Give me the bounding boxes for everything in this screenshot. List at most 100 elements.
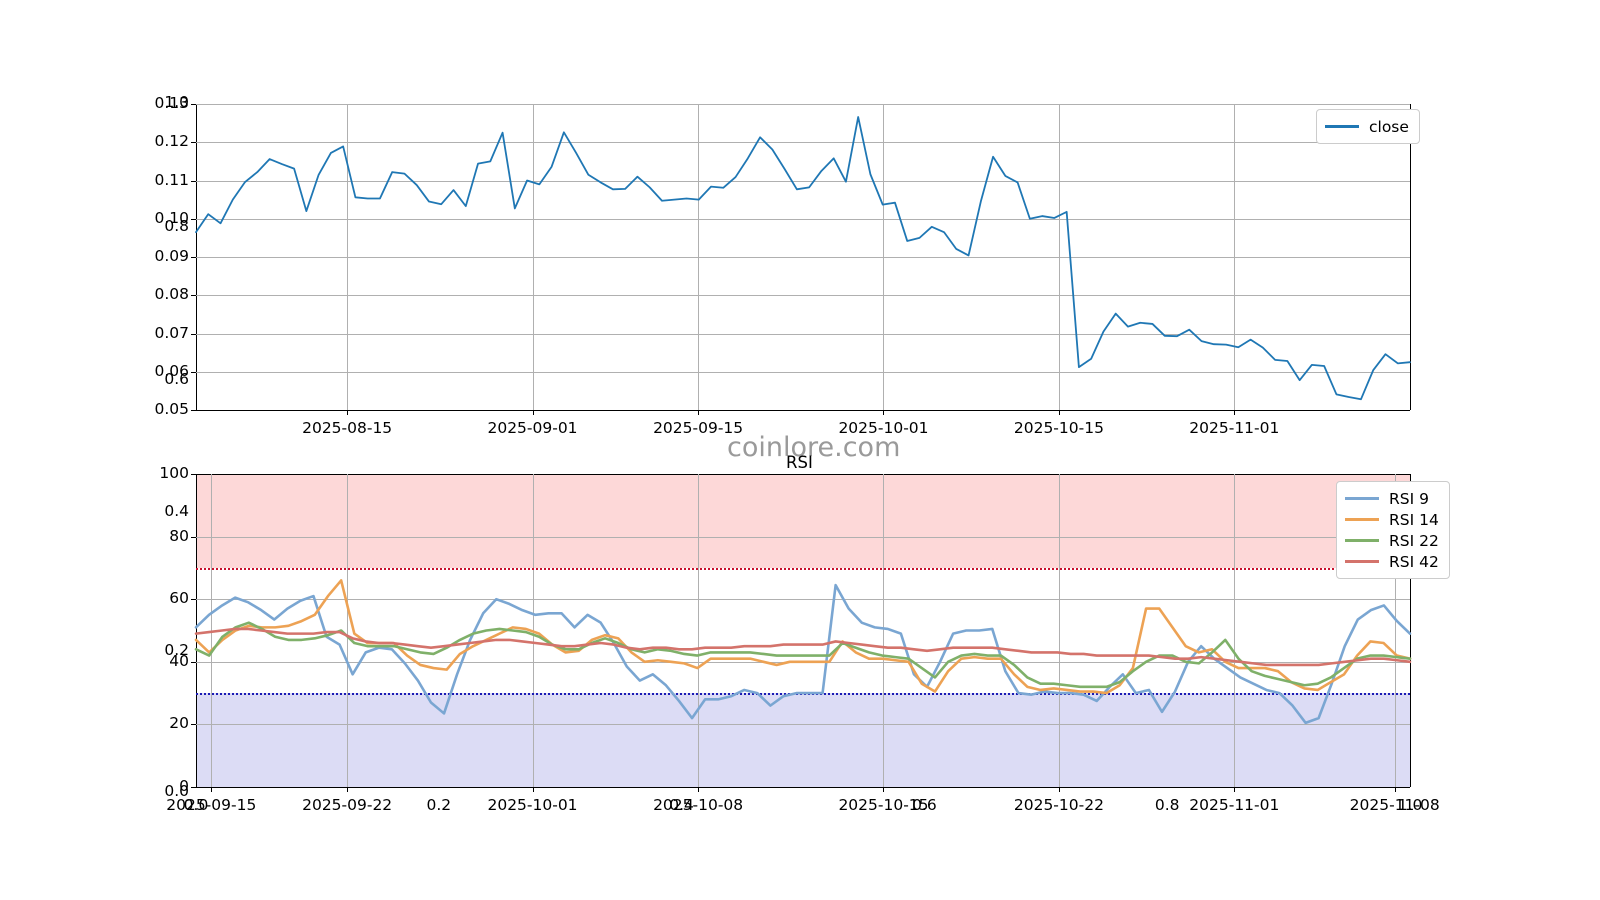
rsi-legend[interactable]: RSI 9 RSI 14 RSI 22 RSI 42 [1336, 481, 1450, 579]
gridline [196, 257, 1410, 258]
legend-item[interactable]: RSI 42 [1345, 551, 1439, 572]
rsi-series-svg [194, 579, 1412, 725]
rsi-y-tick-label-overlay: 0.4 [164, 502, 189, 520]
legend-line-icon [1325, 125, 1359, 128]
price-legend[interactable]: close [1316, 109, 1420, 144]
rsi-x-tick-label-overlay: 1.0 [1397, 796, 1423, 814]
price-y-tick-label: 0.11 [154, 170, 189, 189]
gridline [196, 371, 1410, 373]
legend-item[interactable]: RSI 9 [1345, 488, 1439, 509]
gridline [883, 104, 885, 410]
y-tick-mark [191, 142, 196, 144]
price-y-tick-label: 0.12 [154, 132, 189, 151]
price-y-tick-label: 0.08 [154, 285, 189, 304]
gridline [196, 104, 1410, 105]
rsi-x-tick-label: 2025-10-15 [838, 796, 929, 814]
price-axis-bottom-spine [196, 410, 1410, 411]
x-tick-mark [698, 410, 700, 415]
rsi-line-rsi-9 [194, 583, 1412, 725]
rsi-line-rsi-42 [194, 627, 1412, 667]
x-tick-mark [347, 787, 349, 792]
rsi-x-tick-label-overlay: 0.0 [183, 796, 209, 814]
rsi-y-tick-label: 40 [169, 651, 189, 670]
price-x-tick-label: 2025-10-01 [838, 419, 929, 437]
rsi-x-tick-label: 2025-09-22 [302, 796, 393, 814]
rsi-y-tick-label-overlay: 0.0 [164, 782, 189, 800]
rsi-x-tick-label: 2025-10-08 [653, 796, 744, 814]
y-tick-mark [191, 295, 196, 297]
price-axis-right-spine [1410, 104, 1411, 410]
price-x-tick-label: 2025-09-01 [487, 419, 578, 437]
x-tick-mark [347, 410, 349, 415]
y-tick-mark [191, 599, 196, 601]
rsi-axis-left-spine [196, 474, 197, 787]
price-y-tick-label: 0.13 [154, 94, 189, 112]
legend-label: RSI 14 [1389, 510, 1439, 529]
rsi-y-tick-label: 0 [179, 777, 189, 795]
oversold-band [196, 693, 1410, 787]
x-tick-mark [698, 787, 700, 792]
price-series-svg [195, 116, 1411, 401]
rsi-chart-panel [194, 474, 1412, 788]
y-tick-mark [191, 180, 196, 182]
x-tick-mark [1234, 787, 1236, 792]
price-y-tick-label: 0.07 [154, 323, 189, 342]
rsi-axis-right-spine [1410, 474, 1411, 787]
price-x-tick-label: 2025-09-15 [653, 419, 744, 437]
gridline [883, 474, 885, 787]
price-x-tick-label: 2025-08-15 [302, 419, 393, 437]
rsi-x-tick-label: 2025-11-01 [1189, 796, 1280, 814]
legend-label: RSI 9 [1389, 489, 1429, 508]
y-tick-mark [191, 536, 196, 538]
rsi-line-rsi-14 [194, 579, 1412, 695]
x-tick-mark [211, 787, 213, 792]
x-tick-mark [883, 410, 885, 415]
gridline [196, 333, 1410, 335]
price-chart-panel [195, 104, 1411, 411]
legend-item[interactable]: RSI 22 [1345, 530, 1439, 551]
rsi-x-tick-label: 2025-11-08 [1349, 796, 1440, 814]
gridline [1394, 474, 1396, 787]
price-y-tick-label-overlay: 1.0 [164, 93, 189, 111]
gridline [196, 218, 1410, 220]
overbought-threshold-line [196, 567, 1410, 570]
rsi-y-tick-label: 80 [169, 526, 189, 545]
rsi-x-tick-label: 2025-09-15 [166, 796, 257, 814]
price-line-close [195, 116, 1411, 401]
x-tick-mark [1058, 410, 1060, 415]
gridline [196, 724, 1410, 726]
rsi-x-tick-label: 2025-10-01 [487, 796, 578, 814]
rsi-axis-bottom-spine [196, 787, 1410, 788]
x-tick-mark [532, 787, 534, 792]
legend-line-icon [1345, 560, 1379, 563]
gridline [698, 104, 700, 410]
legend-item[interactable]: close [1325, 116, 1409, 137]
y-tick-mark [191, 410, 196, 411]
rsi-x-tick-label: 2025-10-22 [1013, 796, 1104, 814]
gridline [196, 142, 1410, 144]
price-y-tick-label-overlay: 0.8 [164, 216, 189, 235]
rsi-y-tick-label: 100 [159, 464, 189, 482]
price-y-tick-label: 0.09 [154, 247, 189, 265]
rsi-x-tick-label-overlay: 0.8 [1154, 796, 1180, 814]
legend-line-icon [1345, 497, 1379, 500]
rsi-x-tick-label-overlay: 0.4 [669, 796, 694, 814]
price-y-tick-label: 0.10 [154, 208, 189, 227]
x-tick-mark [883, 787, 885, 792]
gridline [1058, 474, 1060, 787]
rsi-y-tick-label-overlay: 0.2 [164, 640, 189, 659]
legend-label: close [1369, 117, 1409, 136]
price-y-tick-label-overlay: 0.6 [164, 369, 189, 388]
rsi-axis-top-spine [196, 474, 1410, 475]
legend-label: RSI 22 [1389, 531, 1439, 550]
x-tick-mark [1058, 787, 1060, 792]
price-y-tick-label: 0.05 [154, 400, 189, 418]
legend-line-icon [1345, 539, 1379, 542]
rsi-y-tick-label: 20 [169, 714, 189, 733]
x-tick-mark [1234, 410, 1236, 415]
gridline [196, 180, 1410, 182]
legend-item[interactable]: RSI 14 [1345, 509, 1439, 530]
y-tick-mark [191, 371, 196, 373]
watermark-coinlore: coinlore.com [727, 432, 901, 463]
y-tick-mark [191, 218, 196, 220]
